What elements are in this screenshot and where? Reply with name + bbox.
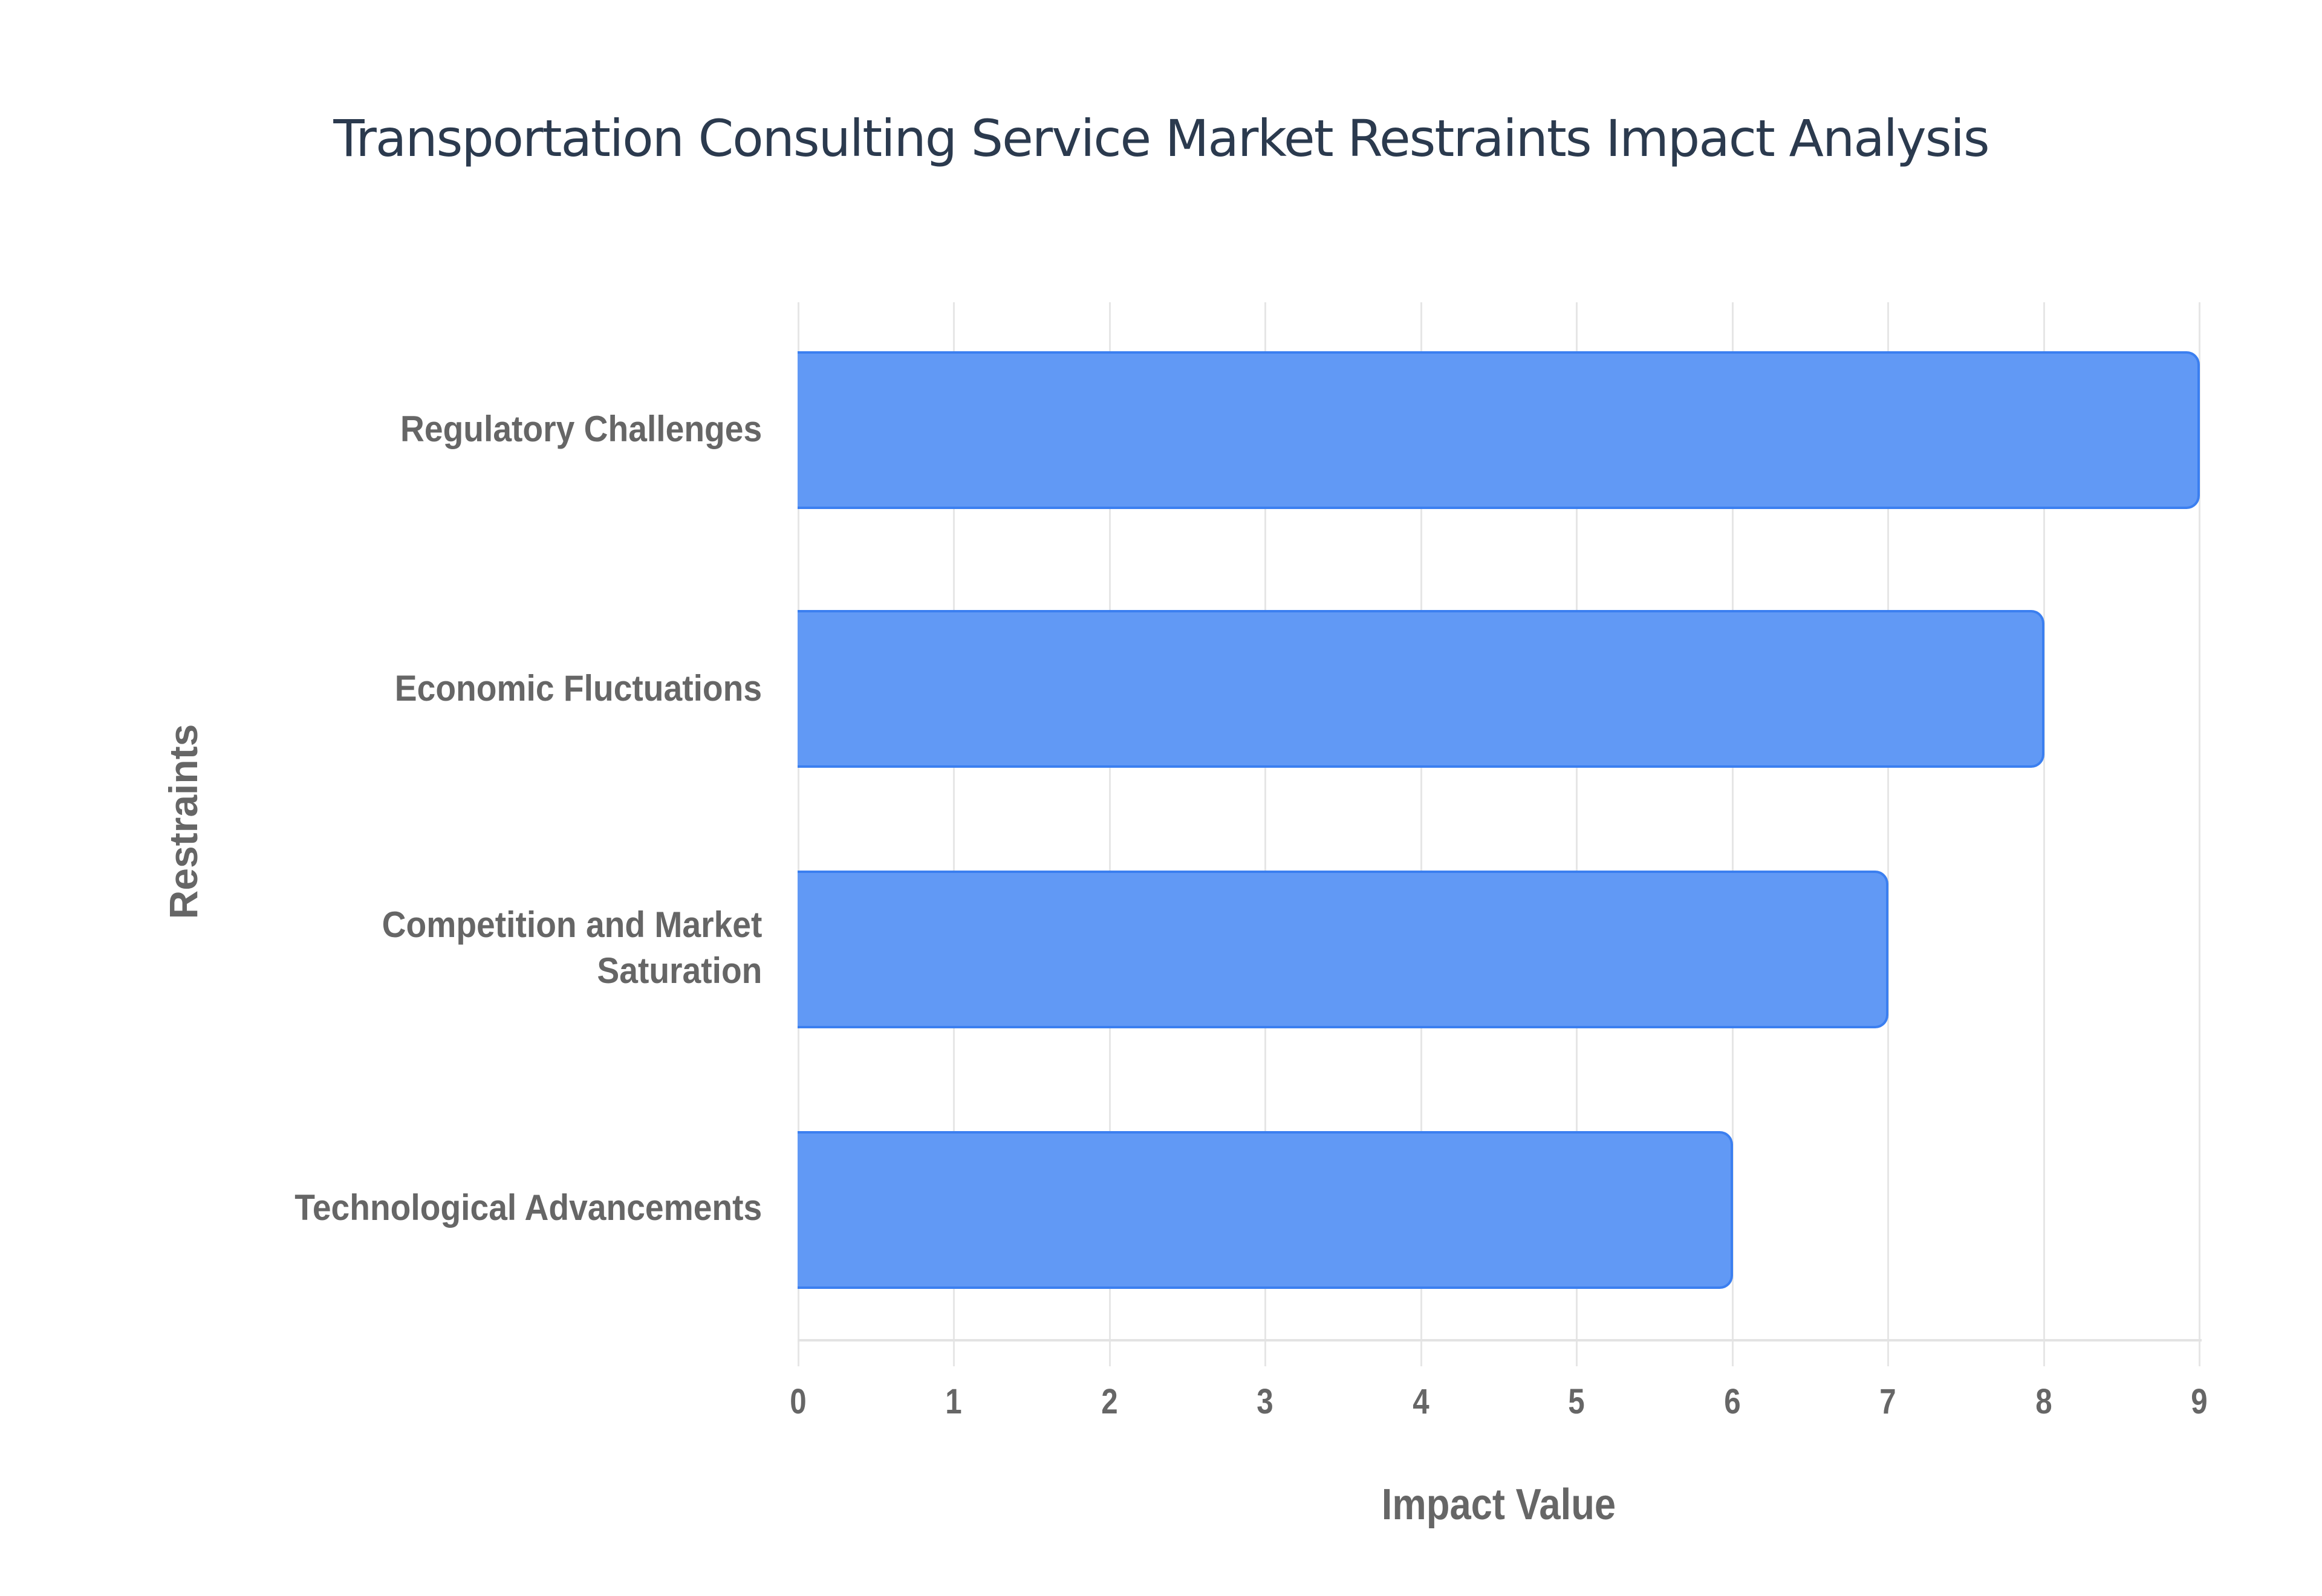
- x-tick-label: 1: [945, 1382, 962, 1421]
- x-tick-label: 9: [2191, 1382, 2208, 1421]
- x-tick-label: 2: [1101, 1382, 1118, 1421]
- y-axis-title: Restraints: [161, 724, 206, 920]
- x-tick-label: 8: [2035, 1382, 2052, 1421]
- gridline-5: [1576, 302, 1578, 1366]
- category-label: Economic Fluctuations: [394, 668, 762, 709]
- gridline-3: [1264, 302, 1266, 1366]
- gridline-8: [2043, 302, 2045, 1366]
- plot-area: [798, 302, 2202, 1366]
- x-tick-label: 7: [1879, 1382, 1896, 1421]
- bar-technological-advancements[interactable]: [798, 1131, 1733, 1289]
- chart-title: Transportation Consulting Service Market…: [333, 109, 1989, 168]
- category-label: Regulatory Challenges: [400, 409, 762, 449]
- category-label: Technological Advancements: [294, 1187, 762, 1228]
- gridline-2: [1109, 302, 1111, 1366]
- bar-competition-market-saturation[interactable]: [798, 871, 1888, 1028]
- x-axis-title: Impact Value: [1381, 1481, 1616, 1529]
- x-tick-label: 6: [1724, 1382, 1741, 1421]
- gridline-9: [2199, 302, 2200, 1366]
- gridline-7: [1887, 302, 1889, 1366]
- bar-economic-fluctuations[interactable]: [798, 610, 2044, 768]
- x-tick-label: 4: [1413, 1382, 1429, 1421]
- category-label: Competition and Market Saturation: [382, 902, 762, 994]
- category-label-line: Competition and Market: [382, 904, 762, 945]
- category-label-line: Saturation: [597, 950, 762, 991]
- gridline-0: [798, 302, 799, 1366]
- bar-regulatory-challenges[interactable]: [798, 351, 2200, 509]
- x-tick-label: 3: [1257, 1382, 1273, 1421]
- gridline-1: [953, 302, 955, 1366]
- x-tick-label: 0: [790, 1382, 807, 1421]
- gridline-4: [1420, 302, 1422, 1366]
- x-tick-label: 5: [1568, 1382, 1585, 1421]
- gridline-6: [1732, 302, 1734, 1366]
- x-axis-line: [798, 1339, 2202, 1341]
